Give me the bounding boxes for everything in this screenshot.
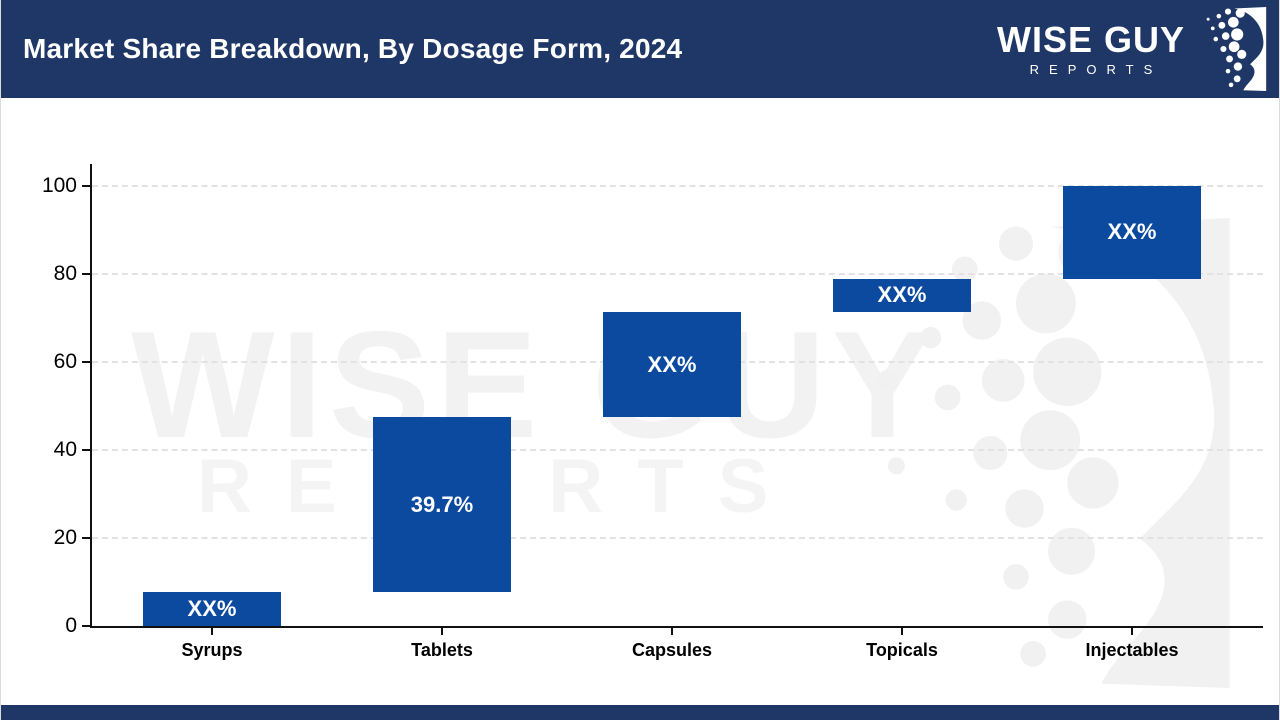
gridline-100: [92, 185, 1263, 187]
header-bar: Market Share Breakdown, By Dosage Form, …: [1, 0, 1279, 98]
gridline-80: [92, 273, 1263, 275]
y-tick-mark-60: [82, 361, 91, 363]
category-label-topicals: Topicals: [866, 640, 938, 660]
brand-subname: REPORTS: [1029, 62, 1163, 77]
category-label-syrups: Syrups: [181, 640, 243, 660]
brand-name: WISE GUY: [996, 19, 1185, 60]
bar-syrups: XX%: [143, 592, 281, 626]
bar-value-label: XX%: [647, 351, 697, 377]
bar-value-label: XX%: [187, 596, 237, 622]
page-title: Market Share Breakdown, By Dosage Form, …: [23, 33, 683, 64]
x-tick-mark-tablets: [441, 628, 443, 635]
brand-logo-text: WISE GUY REPORTS: [996, 19, 1185, 77]
y-tick-label-80: 80: [53, 262, 77, 285]
y-tick-label-40: 40: [53, 438, 77, 461]
footer-bar: [1, 705, 1279, 720]
x-axis: [90, 626, 1263, 628]
y-axis: [90, 164, 92, 628]
y-tick-mark-40: [82, 449, 91, 451]
y-tick-label-20: 20: [53, 526, 77, 549]
brand-logo: WISE GUY REPORTS: [997, 7, 1267, 91]
bar-tablets: 39.7%: [373, 417, 511, 593]
y-tick-mark-100: [82, 185, 91, 187]
x-tick-mark-topicals: [901, 628, 903, 635]
y-tick-label-0: 0: [65, 614, 77, 637]
x-tick-mark-capsules: [671, 628, 673, 635]
x-tick-mark-injectables: [1131, 628, 1133, 635]
dotted-face-icon: [1206, 7, 1267, 91]
x-tick-mark-syrups: [211, 628, 213, 635]
y-tick-mark-80: [82, 273, 91, 275]
bar-topicals: XX%: [833, 278, 971, 312]
bar-injectables: XX%: [1063, 186, 1201, 279]
y-tick-label-60: 60: [53, 350, 77, 373]
y-tick-mark-0: [82, 625, 91, 627]
bar-value-label: XX%: [1107, 219, 1157, 245]
category-label-capsules: Capsules: [631, 640, 713, 660]
category-label-injectables: Injectables: [1085, 640, 1179, 660]
y-tick-mark-20: [82, 537, 91, 539]
y-tick-label-100: 100: [41, 174, 77, 197]
gridline-40: [92, 449, 1263, 451]
bar-capsules: XX%: [603, 311, 741, 418]
bar-value-label: XX%: [877, 282, 927, 308]
category-label-tablets: Tablets: [411, 640, 473, 660]
bar-value-label: 39.7%: [410, 491, 474, 517]
gridline-20: [92, 537, 1263, 539]
